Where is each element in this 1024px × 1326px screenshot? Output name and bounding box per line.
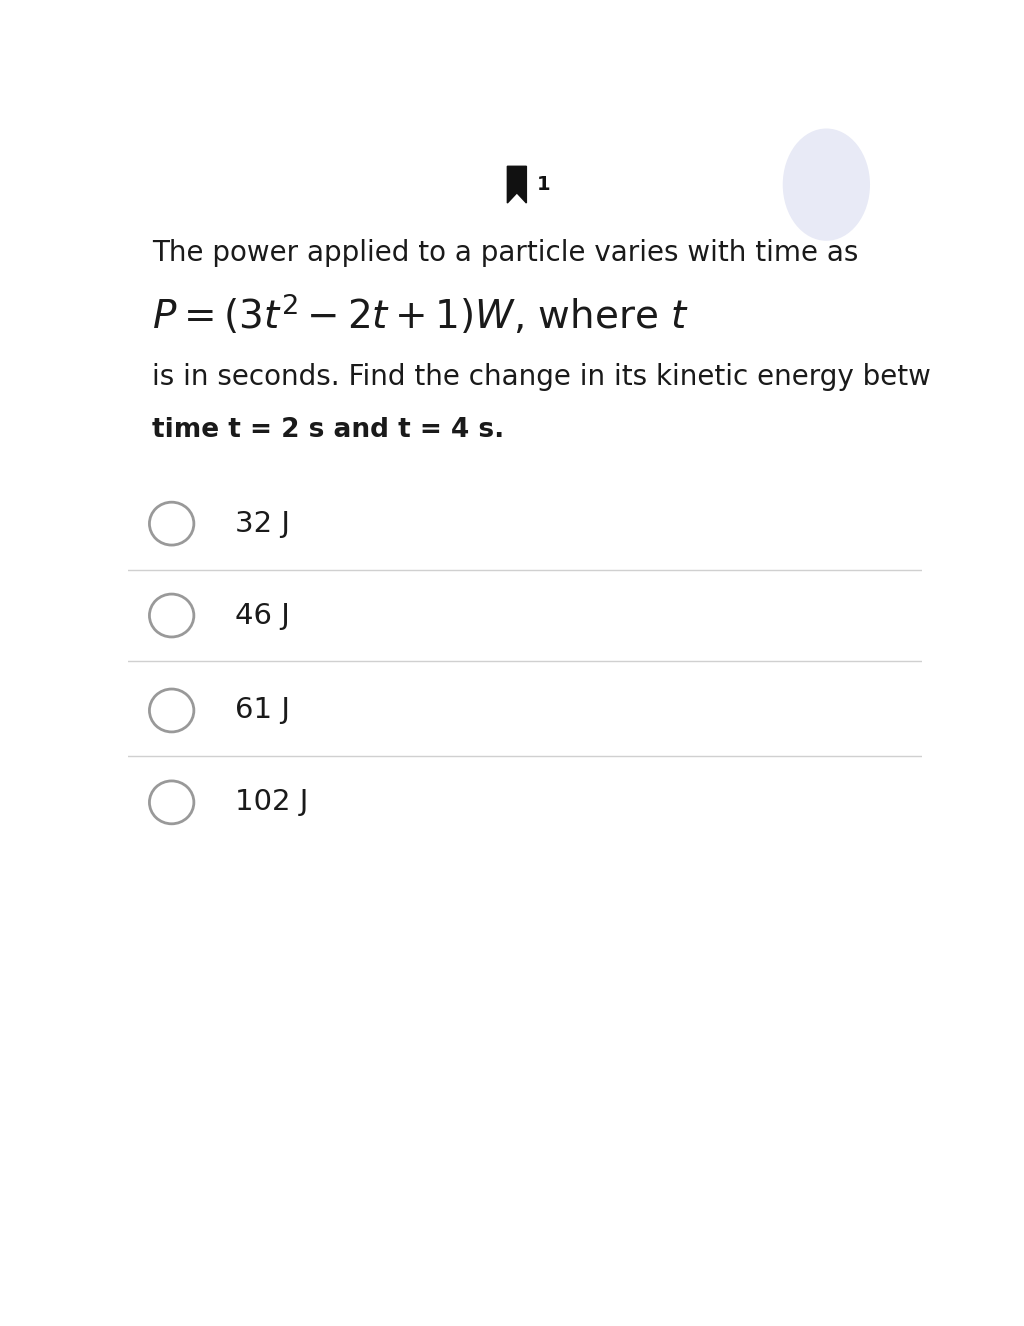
Text: is in seconds. Find the change in its kinetic energy betw: is in seconds. Find the change in its ki…	[152, 362, 931, 391]
Text: 102 J: 102 J	[236, 789, 308, 817]
Text: $P = \left(3t^2 - 2t + 1\right) W$, where $t$: $P = \left(3t^2 - 2t + 1\right) W$, wher…	[152, 292, 689, 337]
Polygon shape	[507, 166, 526, 203]
Text: time t = 2 s and t = 4 s.: time t = 2 s and t = 4 s.	[152, 416, 504, 443]
Text: The power applied to a particle varies with time as: The power applied to a particle varies w…	[152, 239, 858, 267]
Circle shape	[782, 129, 870, 241]
Text: 32 J: 32 J	[236, 509, 290, 537]
Text: 1: 1	[537, 175, 550, 194]
Text: 46 J: 46 J	[236, 602, 290, 630]
Text: 61 J: 61 J	[236, 696, 290, 724]
